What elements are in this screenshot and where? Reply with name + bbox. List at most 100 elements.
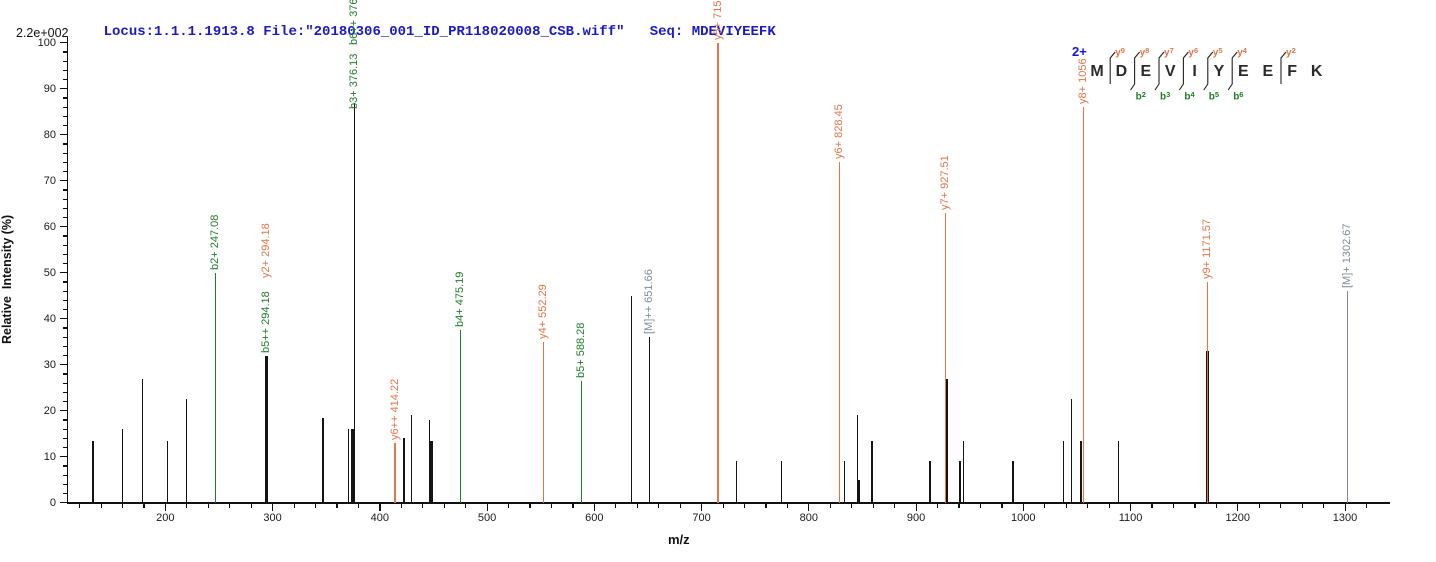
y-tick <box>62 244 67 246</box>
y-tick <box>62 373 67 375</box>
peak <box>857 479 860 503</box>
peak <box>1080 440 1082 503</box>
x-tick <box>765 503 767 508</box>
y-tick <box>62 428 67 430</box>
x-tick <box>679 503 681 508</box>
y-tick <box>62 143 67 145</box>
peak <box>351 429 354 503</box>
x-tick <box>872 503 874 508</box>
peak <box>459 330 462 503</box>
peak-label: y6+ 828.45 <box>832 104 845 160</box>
peak-label: y9+ 1171.57 <box>1200 218 1213 279</box>
y-tick <box>62 290 67 292</box>
x-tick <box>851 503 853 508</box>
x-tick <box>958 503 960 508</box>
y-tick-label: 20 <box>43 404 56 417</box>
y-tick <box>59 134 67 136</box>
y-axis-line <box>66 37 68 503</box>
fragment-mark <box>1203 51 1214 91</box>
y-tick <box>62 235 67 237</box>
x-tick <box>1001 503 1003 508</box>
x-tick <box>1044 503 1046 508</box>
y-tick <box>62 253 67 255</box>
y-tick <box>62 483 67 485</box>
x-tick <box>1151 503 1153 508</box>
peak <box>430 440 433 503</box>
peak-label: b5+ 588.28 <box>575 322 588 378</box>
y-ion-label: y6 <box>1188 46 1199 59</box>
peak <box>959 461 961 503</box>
peak-label: y6++ 414.22 <box>388 378 401 440</box>
y-tick <box>59 364 67 366</box>
x-tick <box>443 503 445 508</box>
fragment-mark <box>1227 51 1238 91</box>
x-tick <box>743 503 746 508</box>
x-tick <box>1301 503 1303 508</box>
x-tick <box>808 503 810 511</box>
y-tick <box>59 318 67 320</box>
peak <box>142 378 144 503</box>
x-tick <box>1280 503 1282 508</box>
peak <box>929 461 931 503</box>
peak-label: y7+ 927.51 <box>939 155 952 210</box>
peak <box>735 461 737 503</box>
residue-letter: D <box>1115 63 1128 80</box>
x-tick <box>1108 503 1110 508</box>
peak-label: b6++ 376.17 <box>347 0 360 45</box>
peak-label: [M]+ 1302.67 <box>1341 223 1354 289</box>
x-tick <box>422 503 424 508</box>
x-tick <box>229 503 231 508</box>
residue-letter: F <box>1287 63 1298 80</box>
y-tick <box>62 281 67 283</box>
y-tick <box>62 355 67 357</box>
y-tick <box>62 327 67 329</box>
y-tick <box>62 309 67 311</box>
x-tick <box>1237 503 1239 511</box>
peak <box>186 399 188 503</box>
residue-letter: K <box>1310 63 1323 80</box>
y-tick <box>62 79 67 81</box>
x-tick <box>79 503 81 508</box>
y-ion-label: y4 <box>1237 46 1247 59</box>
y-tick <box>62 345 67 347</box>
peak <box>1347 291 1349 503</box>
y-tick <box>62 419 67 421</box>
x-tick <box>272 503 274 511</box>
peak <box>215 272 217 503</box>
x-tick <box>1323 503 1325 508</box>
x-tick <box>357 503 360 508</box>
peak <box>1083 107 1085 503</box>
y-tick <box>59 88 67 90</box>
y-tick <box>62 198 67 200</box>
x-tick <box>636 503 638 508</box>
x-tick <box>250 503 252 508</box>
peak <box>631 295 633 503</box>
peak <box>871 440 873 503</box>
x-tick <box>164 503 167 511</box>
peak <box>963 440 965 503</box>
peak <box>429 419 431 503</box>
y-tick <box>62 493 67 495</box>
peak <box>166 440 169 503</box>
y-tick <box>59 180 67 182</box>
peak <box>403 438 405 503</box>
peak <box>121 429 124 503</box>
y-axis-title: Relative Intensity (%) <box>0 214 14 344</box>
y-tick <box>59 410 67 412</box>
peak <box>1062 440 1065 503</box>
peak-label: y5+ 715.33 <box>711 0 724 40</box>
y-tick-label: 0 <box>49 496 56 509</box>
peak <box>322 417 324 503</box>
y-tick <box>62 171 67 173</box>
x-tick <box>379 503 381 511</box>
peak <box>649 337 651 503</box>
x-tick-label: 900 <box>906 512 926 524</box>
x-tick <box>529 503 531 508</box>
y-tick <box>62 382 67 384</box>
y-tick <box>62 189 67 191</box>
y-tick-label: 50 <box>43 266 56 279</box>
peak <box>1117 440 1119 503</box>
y-tick-label: 40 <box>43 312 56 325</box>
peak <box>542 341 544 503</box>
